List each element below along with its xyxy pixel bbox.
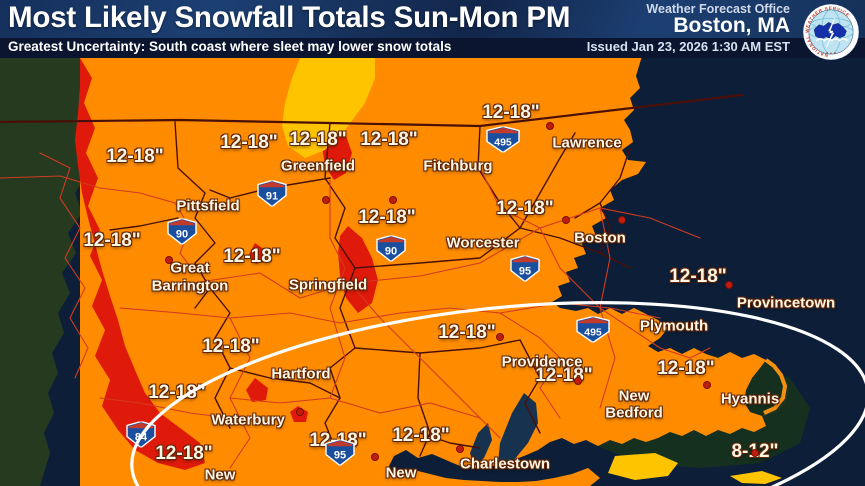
svg-text:90: 90 (385, 246, 397, 258)
svg-text:91: 91 (266, 191, 278, 203)
svg-text:95: 95 (334, 450, 346, 462)
svg-text:84: 84 (135, 432, 148, 444)
svg-text:95: 95 (519, 266, 531, 278)
svg-text:90: 90 (176, 229, 188, 241)
svg-text:495: 495 (494, 137, 512, 149)
svg-text:495: 495 (584, 327, 602, 339)
